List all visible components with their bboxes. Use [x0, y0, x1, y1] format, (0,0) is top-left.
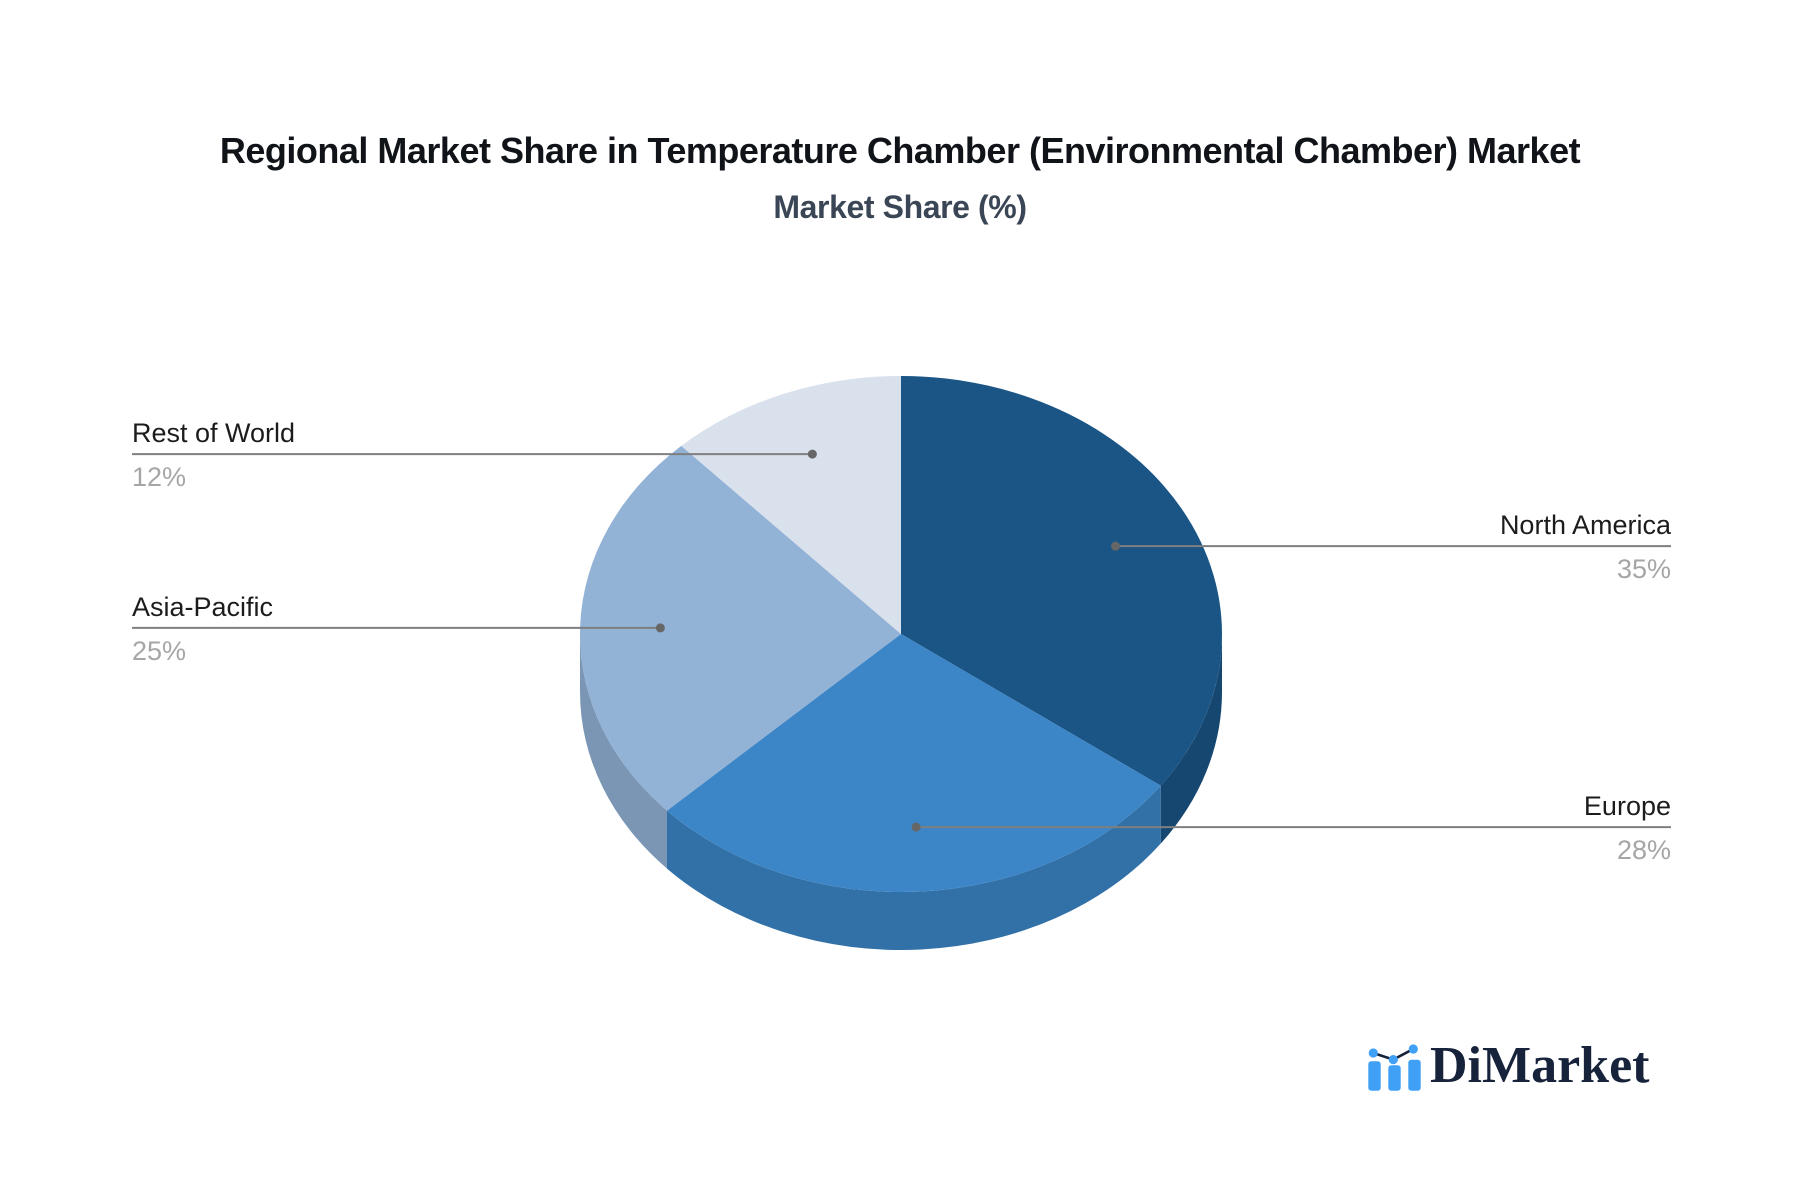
- pie-slice-rest-of-world: [681, 376, 901, 634]
- leader-dot: [655, 623, 665, 633]
- pie-side-north-america: [1160, 634, 1222, 844]
- slice-percent: 28%: [1616, 835, 1671, 866]
- chart-title: Regional Market Share in Temperature Cha…: [219, 130, 1581, 171]
- slice-name: North America: [1499, 510, 1671, 541]
- pie-side-europe: [667, 785, 1161, 950]
- leader-dot: [807, 449, 817, 459]
- slice-name: Europe: [1583, 791, 1671, 822]
- slice-percent: 12%: [132, 462, 187, 493]
- chart-subtitle: Market Share (%): [773, 189, 1027, 225]
- leader-dot: [1111, 541, 1121, 551]
- dimarket-logo: DiMarket: [1366, 1038, 1649, 1094]
- pie-side-asia-pacific: [580, 634, 668, 869]
- pie-slice-north-america: [901, 376, 1222, 786]
- leader-dot: [911, 822, 921, 832]
- slice-name: Rest of World: [132, 418, 296, 449]
- slice-percent: 25%: [132, 635, 187, 666]
- slice-name: Asia-Pacific: [132, 591, 274, 622]
- logo-text: DiMarket: [1430, 1037, 1650, 1094]
- bar-line-chart-icon: [1368, 1044, 1421, 1091]
- slice-percent: 35%: [1616, 554, 1671, 585]
- pie-slice-asia-pacific: [580, 445, 901, 811]
